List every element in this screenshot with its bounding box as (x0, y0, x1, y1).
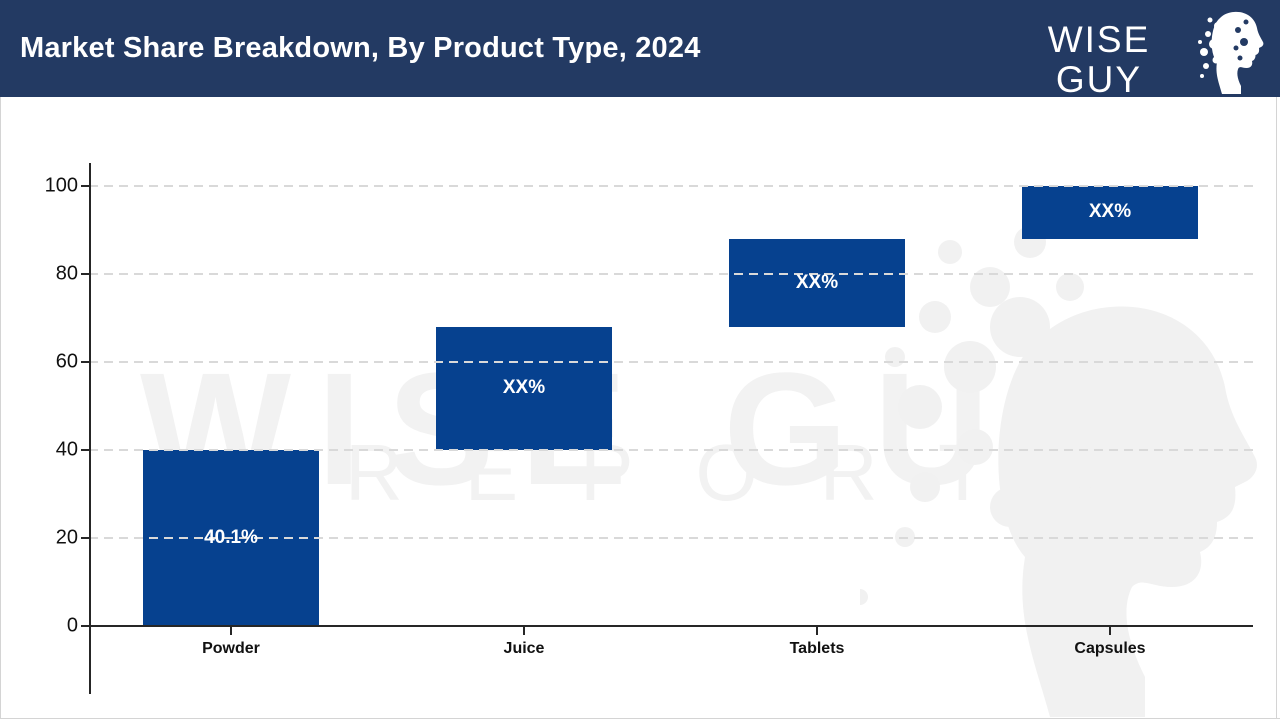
y-tick-40 (81, 449, 89, 451)
x-tick-capsules (1109, 627, 1111, 635)
gridline-100 (89, 185, 1253, 187)
y-tick-label-80: 80 (55, 262, 78, 285)
x-tick-juice (523, 627, 525, 635)
y-tick-0 (81, 625, 89, 627)
bar-value-label: XX% (502, 377, 546, 399)
x-axis-line (89, 625, 1253, 627)
gridline-40 (89, 449, 1253, 451)
header-bar: Market Share Breakdown, By Product Type,… (0, 0, 1280, 117)
chart-area: WISE GUY REPORTS 40.1% XX% XX% XX% 0 20 40 60 80… (0, 97, 1280, 720)
y-tick-60 (81, 361, 89, 363)
wiseguy-logo: WISE GUY REPORTS (1006, 6, 1266, 117)
page-border-left (0, 97, 1, 719)
gridline-20 (89, 537, 1253, 539)
x-tick-powder (230, 627, 232, 635)
x-axis-label-capsules: Capsules (1074, 640, 1146, 657)
bar-capsules (1022, 186, 1198, 239)
gridline-80 (89, 273, 1253, 275)
wiseguy-face-logo-icon (1198, 11, 1264, 94)
y-tick-label-0: 0 (66, 614, 78, 637)
y-tick-label-20: 20 (55, 526, 78, 549)
y-tick-label-60: 60 (55, 350, 78, 373)
bar-juice (436, 326, 612, 450)
watermark-face-icon (860, 226, 1257, 717)
x-axis-label-powder: Powder (202, 640, 260, 657)
y-tick-100 (81, 185, 89, 187)
bar-value-label: XX% (795, 271, 839, 293)
y-tick-80 (81, 273, 89, 275)
bar-value-label: XX% (1088, 201, 1132, 223)
x-axis-label-juice: Juice (503, 640, 545, 657)
page-title: Market Share Breakdown, By Product Type,… (20, 32, 701, 64)
x-axis-label-tablets: Tablets (789, 640, 845, 657)
y-tick-label-40: 40 (55, 438, 78, 461)
logo-wiseguy-label: WISE GUY (1047, 19, 1151, 100)
page-border-bottom (0, 718, 1280, 719)
x-tick-tablets (816, 627, 818, 635)
page-border-right (1276, 97, 1277, 719)
bar-value-label: 40.1% (204, 526, 258, 548)
y-axis-line (89, 163, 91, 694)
y-tick-20 (81, 537, 89, 539)
bar-tablets (729, 238, 905, 327)
gridline-60 (89, 361, 1253, 363)
y-tick-label-100: 100 (44, 174, 78, 197)
